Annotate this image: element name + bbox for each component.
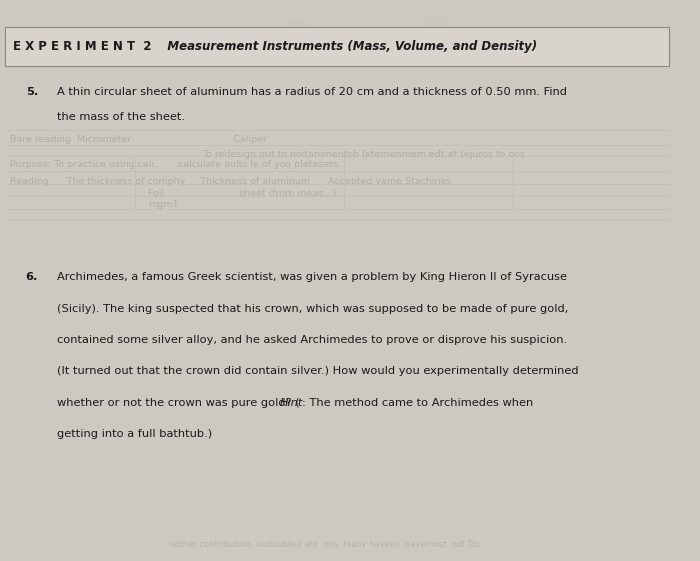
Text: : The method came to Archimedes when: : The method came to Archimedes when	[302, 398, 533, 408]
Text: Archimedes, a famous Greek scientist, was given a problem by King Hieron II of S: Archimedes, a famous Greek scientist, wa…	[57, 272, 568, 282]
Text: 6.: 6.	[26, 272, 38, 282]
Text: the mass of the sheet.: the mass of the sheet.	[57, 112, 186, 122]
Bar	[6, 27, 669, 66]
Text: getting into a full bathtub.): getting into a full bathtub.)	[57, 429, 213, 439]
Text: (Sicily). The king suspected that his crown, which was supposed to be made of pu: (Sicily). The king suspected that his cr…	[57, 304, 568, 314]
Text: (It turned out that the crown did contain silver.) How would you experimentally : (It turned out that the crown did contai…	[57, 366, 579, 376]
Text: Purpose: To practice using cali...     calculate aults le of yoo pletasers.: Purpose: To practice using cali... calcu…	[10, 160, 341, 169]
Text: mgm1: mgm1	[148, 200, 179, 209]
Text: Foil                         sheet (from meas...): Foil sheet (from meas...)	[148, 189, 337, 198]
Text: antiqu: antiqu	[284, 18, 310, 27]
Text: whether or not the crown was pure gold? (: whether or not the crown was pure gold? …	[57, 398, 300, 408]
Text: Measurement Instruments (Mass, Volume, and Density): Measurement Instruments (Mass, Volume, a…	[155, 40, 538, 53]
Text: contained some silver alloy, and he asked Archimedes to prove or disprove his su: contained some silver alloy, and he aske…	[57, 335, 568, 345]
Text: A thin circular sheet of aluminum has a radius of 20 cm and a thickness of 0.50 : A thin circular sheet of aluminum has a …	[57, 87, 568, 97]
Text: nother contribution  undoubted ato  ons  hiabv havens  pavemost  ndl Tts: nother contribution undoubted ato ons hi…	[169, 540, 480, 549]
Text: Hint: Hint	[280, 398, 303, 408]
Text: Bare reading  Micrometer                                  Caliper: Bare reading Micrometer Caliper	[10, 135, 267, 144]
Text: 5.: 5.	[26, 87, 38, 97]
Text: noilya2: noilya2	[419, 18, 449, 27]
Text: E X P E R I M E N T  2: E X P E R I M E N T 2	[13, 40, 152, 53]
Text: To redesign out to noitanimentob latemenmem edt at (ejuros to oos: To redesign out to noitanimentob latemen…	[202, 150, 525, 159]
Text: Reading      The thickness of comphy     Thickness of aluminum      Accepted vam: Reading The thickness of comphy Thicknes…	[10, 177, 452, 186]
